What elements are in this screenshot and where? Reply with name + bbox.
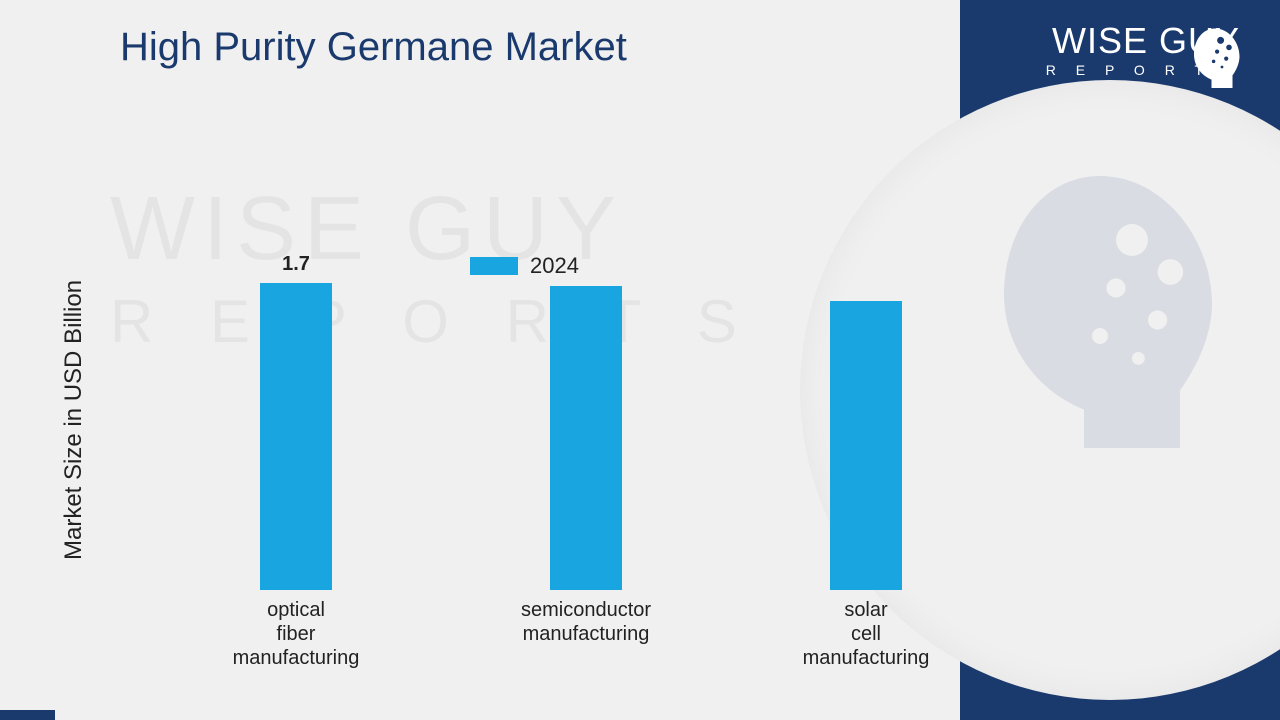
bar: 1.7 bbox=[260, 283, 332, 590]
x-axis-label: semiconductormanufacturing bbox=[486, 598, 686, 646]
brand-logo: WISE GUY R E P O R T S bbox=[1046, 20, 1240, 78]
bar bbox=[550, 286, 622, 590]
chart-title: High Purity Germane Market bbox=[120, 25, 627, 70]
bar-value-label: 1.7 bbox=[260, 253, 332, 276]
bar bbox=[830, 301, 902, 590]
footer-accent bbox=[0, 710, 55, 720]
chart-area: 1.7opticalfibermanufacturingsemiconducto… bbox=[130, 120, 960, 590]
plot: 1.7opticalfibermanufacturingsemiconducto… bbox=[180, 120, 960, 590]
x-axis-label: solarcellmanufacturing bbox=[766, 598, 966, 670]
x-axis-label: opticalfibermanufacturing bbox=[196, 598, 396, 670]
page: WISE GUY R E P O R T S WISE GUY R E P O … bbox=[0, 0, 1280, 720]
brand-head-icon bbox=[1180, 25, 1250, 95]
y-axis-label: Market Size in USD Billion bbox=[60, 280, 88, 560]
